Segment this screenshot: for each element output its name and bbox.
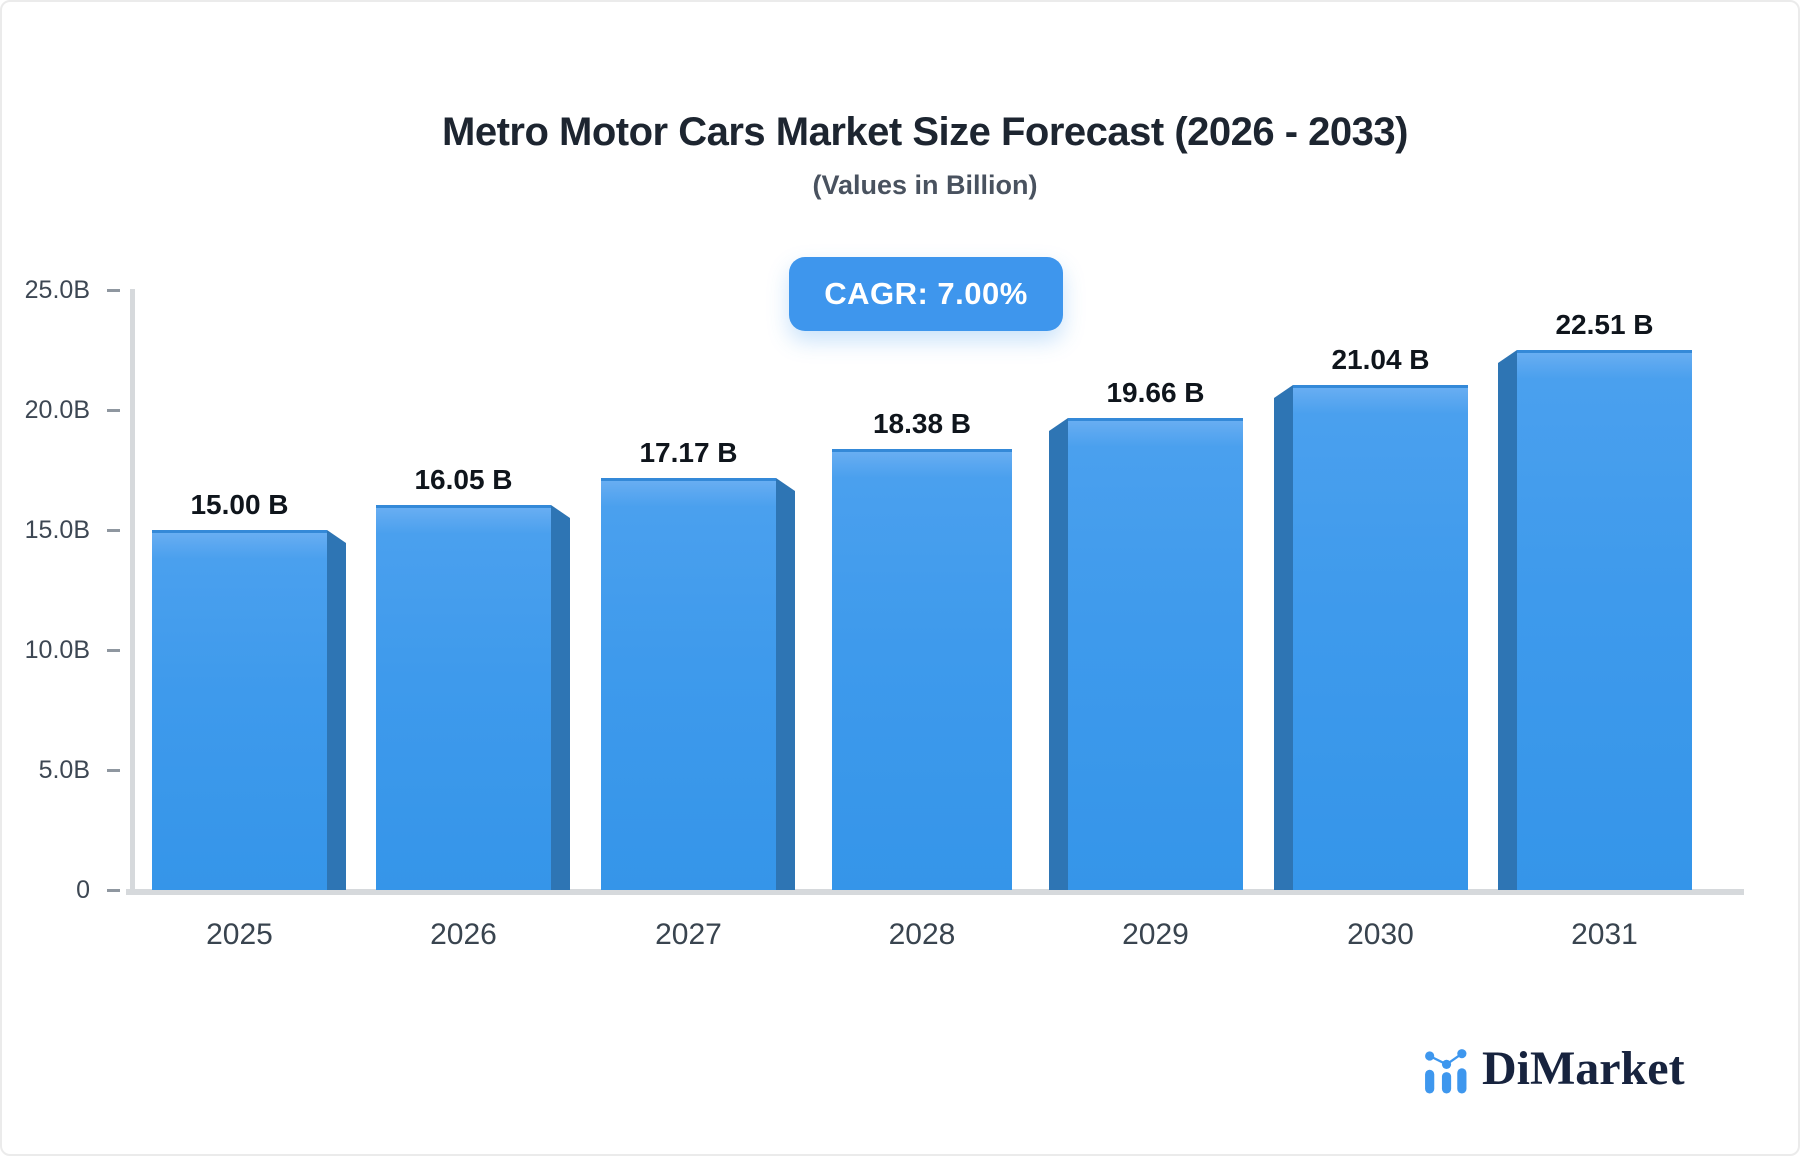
y-axis-tick (107, 409, 120, 412)
bar-value-label: 15.00 B (190, 489, 289, 520)
bar-2027[interactable] (601, 478, 776, 890)
bar-value-label: 21.04 B (1331, 344, 1430, 375)
bar-value-label: 17.17 B (639, 437, 738, 468)
bar-side-face (1274, 385, 1293, 890)
x-axis-label: 2030 (1347, 918, 1414, 951)
y-axis-tick (107, 529, 120, 532)
bar-line-chart-icon (1425, 1049, 1467, 1094)
y-axis-label: 10.0B (24, 636, 90, 664)
bar-2026[interactable] (376, 505, 551, 890)
x-axis-label: 2028 (888, 918, 956, 951)
bar-side-face (776, 478, 795, 890)
bar-2029[interactable] (1068, 418, 1243, 890)
y-axis-label: 0 (76, 876, 90, 904)
y-axis-label: 20.0B (24, 396, 90, 424)
y-axis-label: 5.0B (38, 756, 90, 784)
bar-value-label: 16.05 B (414, 464, 513, 495)
y-axis-tick (107, 769, 120, 772)
cagr-badge: CAGR: 7.00% (789, 257, 1063, 331)
bar-value-label: 18.38 B (872, 408, 972, 439)
bar-side-face (551, 505, 570, 890)
bar-value-label: 19.66 B (1106, 377, 1205, 408)
brand-logo: DiMarket (1422, 1044, 1685, 1094)
bar-side-face (327, 530, 346, 890)
chart-title: Metro Motor Cars Market Size Forecast (2… (442, 110, 1408, 154)
x-axis-label: 2029 (1122, 918, 1189, 951)
bar-side-face (1049, 418, 1068, 890)
bar-2028[interactable] (832, 449, 1012, 890)
bar-side-face (1498, 350, 1517, 890)
x-axis-label: 2031 (1571, 918, 1638, 951)
bar-value-label: 22.51 B (1555, 309, 1654, 340)
bar-2025[interactable] (152, 530, 327, 890)
bar-2031[interactable] (1517, 350, 1692, 890)
cagr-badge-label: CAGR: 7.00% (824, 276, 1028, 311)
bar-2030[interactable] (1293, 385, 1468, 890)
chart-subtitle: (Values in Billion) (812, 170, 1038, 200)
y-axis-line (130, 289, 135, 890)
y-axis-label: 25.0B (24, 276, 90, 304)
brand-name: DiMarket (1482, 1042, 1685, 1095)
y-axis-tick (107, 649, 120, 652)
x-axis-label: 2026 (430, 918, 497, 951)
y-axis-label: 15.0B (24, 516, 90, 544)
x-axis-label: 2027 (655, 918, 722, 951)
y-axis-tick (107, 889, 120, 892)
y-axis-tick (107, 289, 120, 292)
x-axis-baseline (126, 889, 1744, 895)
x-axis-label: 2025 (206, 918, 273, 951)
